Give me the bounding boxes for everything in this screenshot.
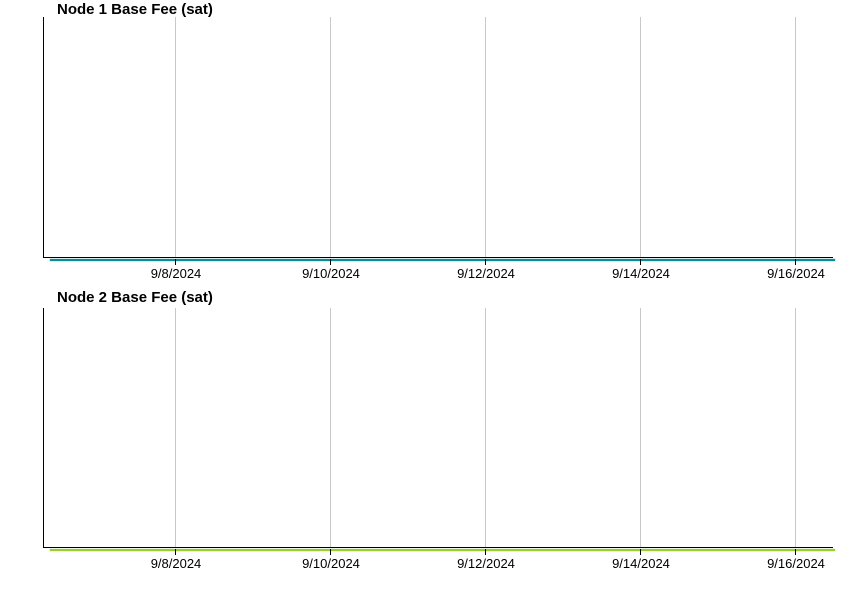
vertical-gridline <box>795 308 796 547</box>
vertical-gridline <box>485 17 486 257</box>
vertical-gridline <box>640 17 641 257</box>
x-axis-tick-label: 9/8/2024 <box>150 556 202 571</box>
vertical-gridline <box>640 308 641 547</box>
x-axis-tick-label: 9/16/2024 <box>767 266 825 281</box>
x-axis-tick-label: 9/12/2024 <box>457 266 515 281</box>
x-axis-tick <box>485 549 486 555</box>
chart-title-node1: Node 1 Base Fee (sat) <box>57 1 213 18</box>
x-axis-tick <box>175 259 176 265</box>
x-axis-tick <box>640 549 641 555</box>
chart-title-node2: Node 2 Base Fee (sat) <box>57 289 213 306</box>
x-axis-tick <box>175 549 176 555</box>
vertical-gridline <box>330 17 331 257</box>
vertical-gridline <box>330 308 331 547</box>
x-axis-tick-label: 9/10/2024 <box>302 266 360 281</box>
vertical-gridline <box>175 308 176 547</box>
x-axis-tick <box>485 259 486 265</box>
series-line-node1 <box>50 258 835 261</box>
x-axis-tick <box>330 549 331 555</box>
x-axis-tick <box>330 259 331 265</box>
x-axis-tick <box>795 549 796 555</box>
vertical-gridline <box>485 308 486 547</box>
x-axis-tick <box>640 259 641 265</box>
plot-area-node2: 9/8/2024 9/10/2024 9/12/2024 9/14/2024 9/16/… <box>43 308 835 571</box>
vertical-gridline <box>795 17 796 257</box>
vertical-gridline <box>175 17 176 257</box>
x-axis-tick-label: 9/16/2024 <box>767 556 825 571</box>
x-axis-tick-label: 9/8/2024 <box>150 266 202 281</box>
plot-area-node1: 9/8/2024 9/10/2024 9/12/2024 9/14/2024 9/16/… <box>43 17 835 281</box>
x-axis-tick-label: 9/14/2024 <box>612 266 670 281</box>
x-axis-tick-label: 9/12/2024 <box>457 556 515 571</box>
x-axis-tick-label: 9/14/2024 <box>612 556 670 571</box>
x-axis-tick <box>795 259 796 265</box>
series-line-node2 <box>50 548 835 551</box>
x-axis-tick-label: 9/10/2024 <box>302 556 360 571</box>
